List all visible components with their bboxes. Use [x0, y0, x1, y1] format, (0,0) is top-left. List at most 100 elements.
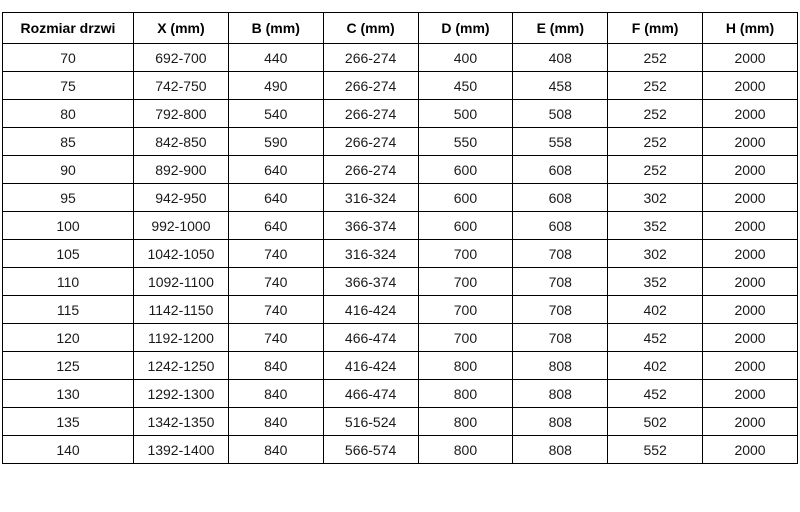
table-row: 85 842-850 590 266-274 550 558 252 2000 [2, 127, 798, 156]
table-cell: 408 [512, 43, 609, 72]
table-cell: 402 [607, 351, 704, 380]
table-cell: 700 [417, 267, 514, 296]
table-cell: 558 [512, 127, 609, 156]
table-cell: 266-274 [322, 127, 419, 156]
table-cell: 508 [512, 99, 609, 128]
table-cell: 1242-1250 [133, 351, 229, 380]
table-cell: 1142-1150 [133, 295, 229, 324]
table-cell: 1342-1350 [133, 407, 229, 436]
table-cell: 252 [607, 127, 704, 156]
table-cell: 302 [607, 239, 704, 268]
table-cell: 252 [607, 71, 704, 100]
table-cell: 115 [2, 295, 134, 324]
table-cell: 100 [2, 211, 134, 240]
table-cell: 458 [512, 71, 609, 100]
column-header: Rozmiar drzwi [2, 12, 134, 44]
table-cell: 450 [417, 71, 514, 100]
table-cell: 608 [512, 211, 609, 240]
table-cell: 2000 [702, 239, 798, 268]
table-cell: 516-524 [322, 407, 419, 436]
table-cell: 590 [227, 127, 324, 156]
table-cell: 740 [227, 323, 324, 352]
table-row: 90 892-900 640 266-274 600 608 252 2000 [2, 155, 798, 184]
table-cell: 252 [607, 99, 704, 128]
table-row: 80 792-800 540 266-274 500 508 252 2000 [2, 99, 798, 128]
table-cell: 692-700 [133, 43, 229, 72]
table-cell: 90 [2, 155, 134, 184]
table-cell: 266-274 [322, 43, 419, 72]
table-cell: 2000 [702, 43, 798, 72]
table-cell: 1192-1200 [133, 323, 229, 352]
table-cell: 125 [2, 351, 134, 380]
table-cell: 2000 [702, 183, 798, 212]
table-cell: 552 [607, 435, 704, 464]
table-cell: 800 [417, 407, 514, 436]
table-cell: 2000 [702, 211, 798, 240]
door-size-table-container: Rozmiar drzwi X (mm) B (mm) C (mm) D (mm) E (… [2, 12, 798, 464]
table-cell: 740 [227, 295, 324, 324]
table-cell: 466-474 [322, 323, 419, 352]
table-cell: 266-274 [322, 71, 419, 100]
table-cell: 2000 [702, 155, 798, 184]
table-cell: 740 [227, 239, 324, 268]
table-cell: 1092-1100 [133, 267, 229, 296]
table-cell: 252 [607, 155, 704, 184]
table-cell: 75 [2, 71, 134, 100]
table-cell: 266-274 [322, 155, 419, 184]
table-cell: 70 [2, 43, 134, 72]
table-cell: 2000 [702, 99, 798, 128]
table-cell: 540 [227, 99, 324, 128]
table-cell: 892-900 [133, 155, 229, 184]
table-cell: 2000 [702, 295, 798, 324]
column-header: F (mm) [607, 12, 704, 44]
table-cell: 466-474 [322, 379, 419, 408]
table-cell: 440 [227, 43, 324, 72]
table-cell: 130 [2, 379, 134, 408]
table-row: 115 1142-1150 740 416-424 700 708 402 2000 [2, 295, 798, 324]
table-cell: 2000 [702, 407, 798, 436]
table-cell: 708 [512, 295, 609, 324]
table-cell: 140 [2, 435, 134, 464]
table-cell: 600 [417, 183, 514, 212]
column-header: X (mm) [133, 12, 229, 44]
table-cell: 366-374 [322, 267, 419, 296]
table-cell: 110 [2, 267, 134, 296]
table-row: 70 692-700 440 266-274 400 408 252 2000 [2, 43, 798, 72]
table-cell: 80 [2, 99, 134, 128]
table-cell: 105 [2, 239, 134, 268]
table-cell: 640 [227, 183, 324, 212]
table-cell: 808 [512, 435, 609, 464]
table-cell: 416-424 [322, 351, 419, 380]
table-cell: 840 [227, 435, 324, 464]
table-row: 105 1042-1050 740 316-324 700 708 302 2000 [2, 239, 798, 268]
table-cell: 85 [2, 127, 134, 156]
table-cell: 2000 [702, 435, 798, 464]
table-cell: 352 [607, 211, 704, 240]
table-row: 135 1342-1350 840 516-524 800 808 502 2000 [2, 407, 798, 436]
table-cell: 840 [227, 379, 324, 408]
table-cell: 2000 [702, 323, 798, 352]
table-row: 140 1392-1400 840 566-574 800 808 552 2000 [2, 435, 798, 464]
size-table-header: Rozmiar drzwi X (mm) B (mm) C (mm) D (mm) E (… [2, 12, 798, 44]
table-cell: 640 [227, 155, 324, 184]
table-cell: 566-574 [322, 435, 419, 464]
table-row: 125 1242-1250 840 416-424 800 808 402 2000 [2, 351, 798, 380]
table-cell: 742-750 [133, 71, 229, 100]
table-cell: 808 [512, 379, 609, 408]
table-row: 75 742-750 490 266-274 450 458 252 2000 [2, 71, 798, 100]
table-cell: 1042-1050 [133, 239, 229, 268]
table-cell: 1392-1400 [133, 435, 229, 464]
table-cell: 2000 [702, 379, 798, 408]
table-cell: 942-950 [133, 183, 229, 212]
table-cell: 600 [417, 211, 514, 240]
table-cell: 992-1000 [133, 211, 229, 240]
table-cell: 808 [512, 351, 609, 380]
table-cell: 708 [512, 323, 609, 352]
table-cell: 316-324 [322, 183, 419, 212]
header-row: Rozmiar drzwi X (mm) B (mm) C (mm) D (mm) E (… [2, 12, 798, 44]
table-cell: 402 [607, 295, 704, 324]
table-cell: 600 [417, 155, 514, 184]
size-table: Rozmiar drzwi X (mm) B (mm) C (mm) D (mm) E (… [2, 12, 798, 464]
table-cell: 400 [417, 43, 514, 72]
table-cell: 640 [227, 211, 324, 240]
